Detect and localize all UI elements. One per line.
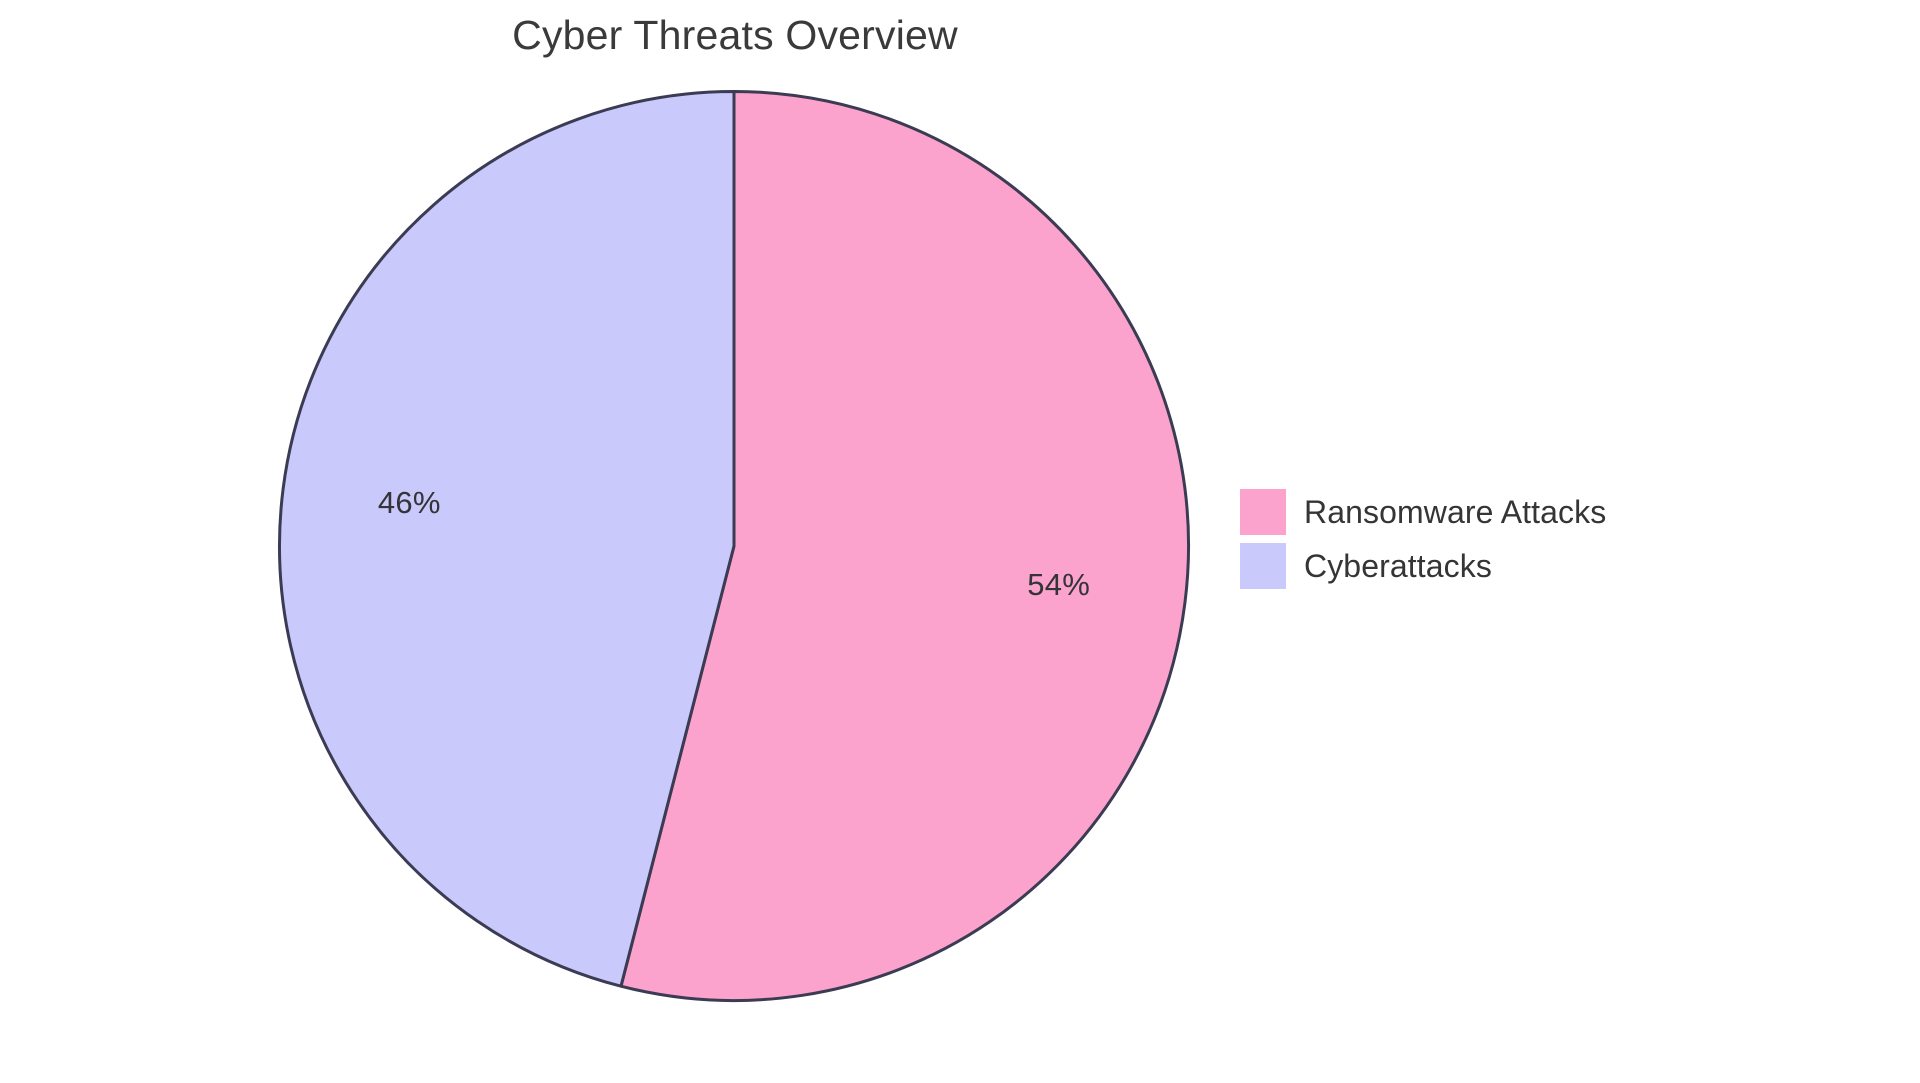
pie-svg: 54% 46% xyxy=(278,90,1190,1002)
legend-item-ransomware-attacks[interactable]: Ransomware Attacks xyxy=(1240,485,1606,539)
chart-legend: Ransomware Attacks Cyberattacks xyxy=(1240,485,1606,593)
pie-slices xyxy=(278,90,1190,1002)
legend-label-cyberattacks: Cyberattacks xyxy=(1304,547,1492,584)
pie-slice-cyberattacks[interactable] xyxy=(278,90,736,988)
legend-label-ransomware-attacks: Ransomware Attacks xyxy=(1304,493,1607,530)
legend-item-cyberattacks[interactable]: Cyberattacks xyxy=(1240,539,1606,593)
pie-slice-label-cyberattacks: 46% xyxy=(378,485,441,520)
legend-swatch-ransomware-attacks xyxy=(1240,489,1286,535)
pie-chart-area: 54% 46% xyxy=(278,90,1190,1002)
pie-slice-label-ransomware-attacks: 54% xyxy=(1027,567,1090,602)
chart-title: Cyber Threats Overview xyxy=(512,12,958,58)
pie-slice-ransomware-attacks[interactable] xyxy=(619,90,1190,1002)
legend-swatch-cyberattacks xyxy=(1240,543,1286,589)
